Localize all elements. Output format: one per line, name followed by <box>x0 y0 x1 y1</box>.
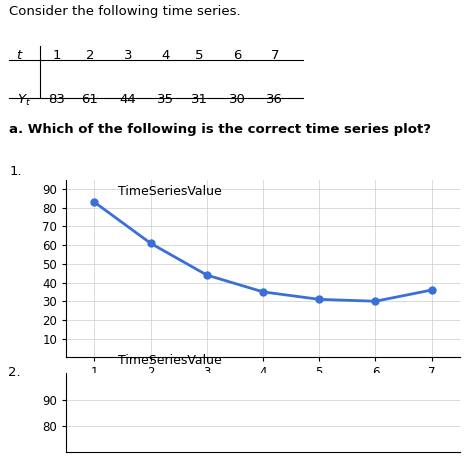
Text: 2: 2 <box>86 49 94 62</box>
Text: 4: 4 <box>162 49 170 62</box>
Text: 83: 83 <box>48 93 65 106</box>
Text: Consider the following time series.: Consider the following time series. <box>9 5 241 18</box>
Text: 6: 6 <box>233 49 241 62</box>
Text: 31: 31 <box>191 93 208 106</box>
Text: 30: 30 <box>228 93 246 106</box>
Text: 61: 61 <box>82 93 99 106</box>
Text: 1.: 1. <box>9 165 22 177</box>
Text: 36: 36 <box>266 93 283 106</box>
Text: 5: 5 <box>195 49 203 62</box>
Text: 35: 35 <box>157 93 174 106</box>
Text: TimeSeriesValue: TimeSeriesValue <box>118 185 221 198</box>
Text: 44: 44 <box>119 93 137 106</box>
Text: TimeSeriesValue: TimeSeriesValue <box>118 354 221 367</box>
X-axis label: TimePeriod(t): TimePeriod(t) <box>218 384 308 396</box>
Text: 7: 7 <box>271 49 279 62</box>
Text: a. Which of the following is the correct time series plot?: a. Which of the following is the correct… <box>9 123 431 136</box>
Text: 2.: 2. <box>8 366 20 379</box>
Text: 3: 3 <box>124 49 132 62</box>
Text: $Y_t$: $Y_t$ <box>17 93 31 108</box>
Text: 1: 1 <box>53 49 61 62</box>
Text: t: t <box>17 49 22 62</box>
